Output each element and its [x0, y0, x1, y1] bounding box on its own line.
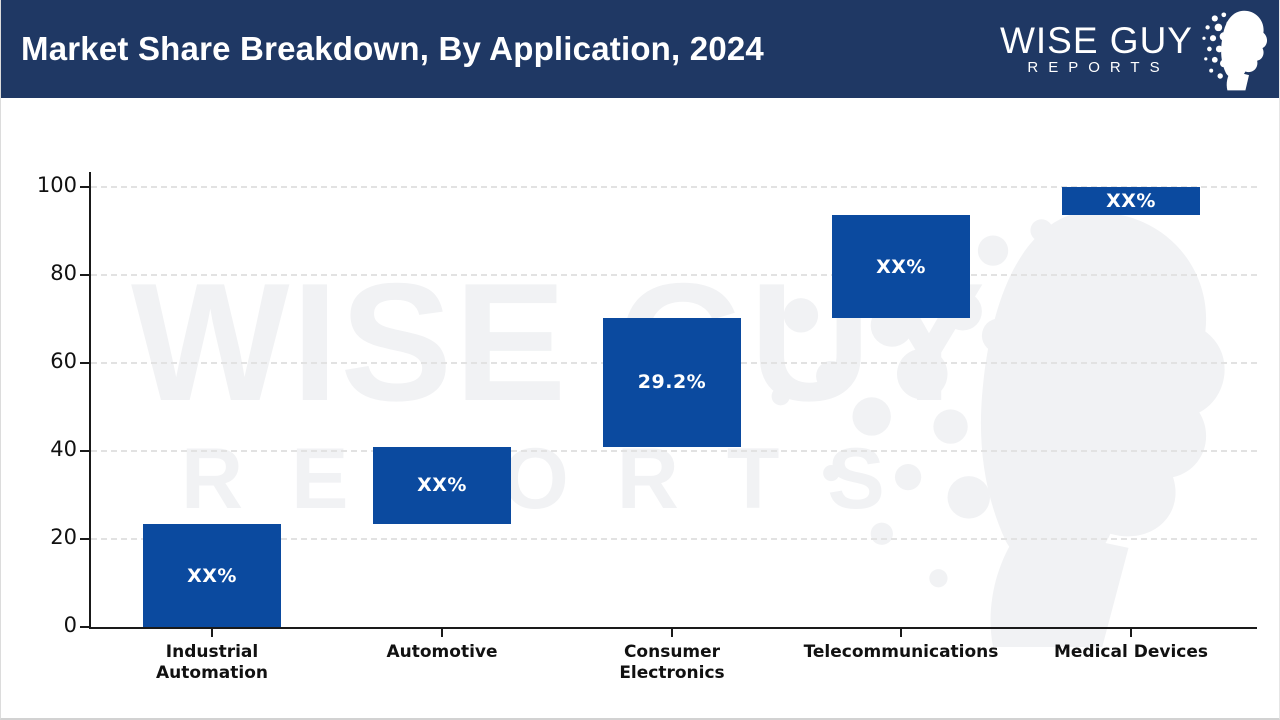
x-category-label-line: Industrial	[165, 642, 259, 662]
logo-subtitle: REPORTS	[1027, 59, 1170, 76]
x-category-label-line: Automotive	[386, 642, 498, 662]
x-tick-mark	[1130, 629, 1132, 637]
x-tick-mark	[671, 629, 673, 637]
logo-text: WISE GUY REPORTS	[1000, 22, 1193, 76]
bar: XX%	[373, 446, 511, 525]
y-axis	[89, 172, 91, 629]
bar: XX%	[1062, 187, 1200, 216]
gridline	[91, 450, 1257, 452]
x-category-label: Consumer Electronics	[552, 642, 792, 684]
page-title: Market Share Breakdown, By Application, …	[21, 30, 764, 67]
x-category-label: Telecommunications	[781, 642, 1021, 663]
gridline	[91, 538, 1257, 540]
y-tick-mark	[80, 186, 89, 188]
x-category-label-line: Medical Devices	[1053, 642, 1208, 662]
x-category-label: Industrial Automation	[92, 642, 332, 684]
y-tick-mark	[80, 274, 89, 276]
y-tick-mark	[80, 626, 89, 628]
y-tick-mark	[80, 450, 89, 452]
x-category-label-line: Telecommunications	[803, 642, 999, 662]
logo-face-icon	[1202, 10, 1267, 91]
bar-value-label: 29.2%	[637, 371, 707, 394]
x-axis	[89, 627, 1257, 629]
x-category-label-line: Electronics	[619, 663, 725, 683]
bar: XX%	[143, 524, 281, 627]
y-tick-label: 80	[50, 261, 77, 285]
x-tick-mark	[211, 629, 213, 637]
bar-value-label: XX%	[417, 474, 467, 497]
y-tick-label: 0	[63, 613, 77, 637]
gridline	[91, 274, 1257, 276]
x-category-label: Medical Devices	[1011, 642, 1251, 663]
y-tick-label: 60	[50, 349, 77, 373]
x-tick-mark	[900, 629, 902, 637]
header-bar: Market Share Breakdown, By Application, …	[1, 0, 1279, 98]
y-tick-label: 20	[50, 525, 77, 549]
x-category-label: Automotive	[322, 642, 562, 663]
logo-wordmark: WISE GUY	[999, 20, 1193, 61]
x-category-label-line: Automation	[156, 663, 268, 683]
bar-value-label: XX%	[876, 255, 926, 278]
bar: 29.2%	[603, 318, 741, 447]
y-tick-label: 40	[50, 437, 77, 461]
y-tick-label: 100	[36, 173, 77, 197]
x-category-label-line: Consumer	[623, 642, 721, 662]
bar: XX%	[832, 215, 970, 319]
x-tick-mark	[441, 629, 443, 637]
bar-value-label: XX%	[1106, 190, 1156, 213]
wiseguy-logo: WISE GUY REPORTS	[1000, 7, 1267, 91]
gridline	[91, 186, 1257, 188]
y-tick-mark	[80, 538, 89, 540]
bar-value-label: XX%	[187, 564, 237, 587]
y-tick-mark	[80, 362, 89, 364]
